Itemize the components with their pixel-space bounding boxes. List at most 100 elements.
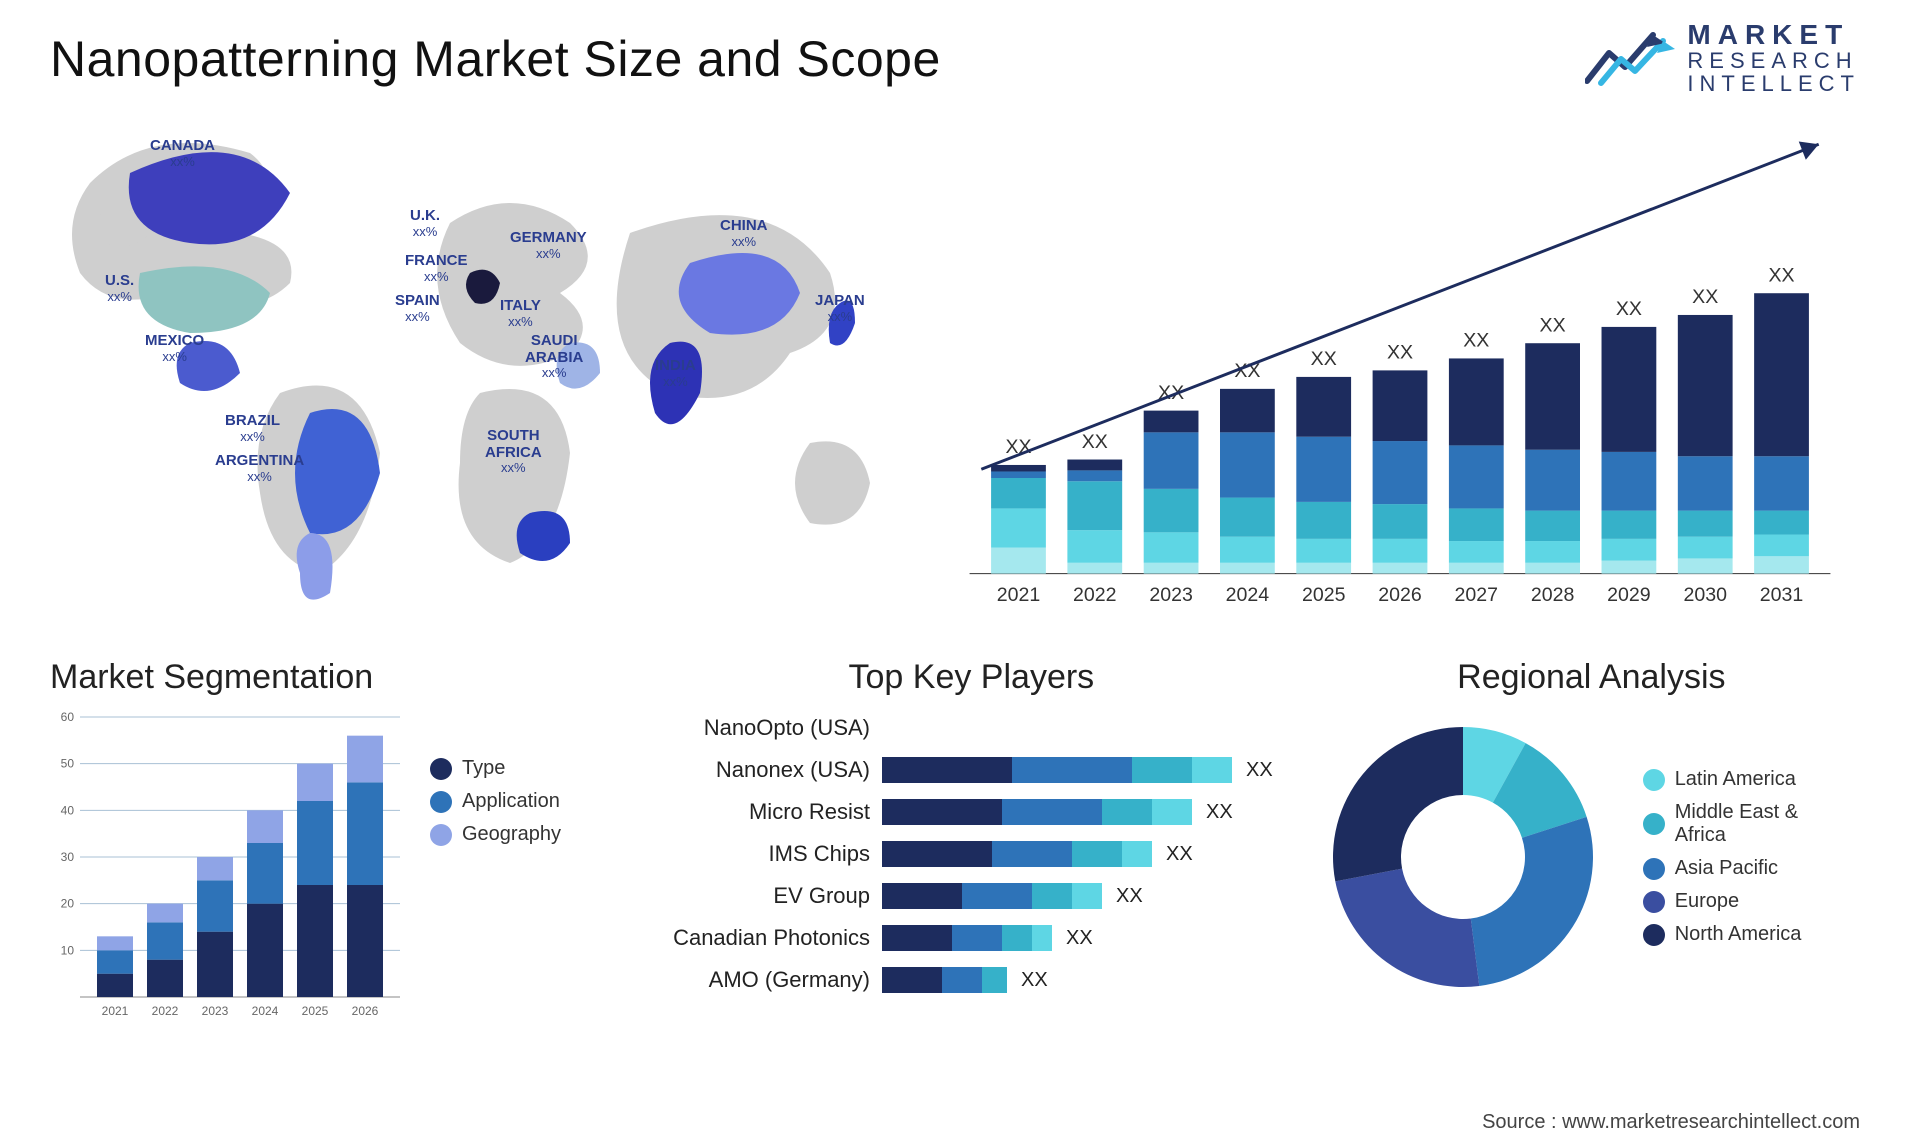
player-bar (882, 799, 1192, 825)
player-bar-segment (882, 925, 952, 951)
player-bar-segment (1002, 799, 1102, 825)
big-chart-bar (1449, 563, 1504, 574)
player-bar-segment (1132, 757, 1192, 783)
big-chart-category: 2028 (1531, 584, 1575, 606)
player-bar-segment (1192, 757, 1232, 783)
legend-swatch (1643, 858, 1665, 880)
seg-bar (97, 936, 133, 950)
big-chart-bar (1449, 541, 1504, 563)
big-chart-bar (1754, 535, 1809, 557)
top-row: CANADAxx%U.S.xx%MEXICOxx%BRAZILxx%ARGENT… (50, 108, 1870, 638)
seg-category: 2026 (352, 1004, 379, 1018)
big-chart-category: 2023 (1149, 584, 1193, 606)
legend-swatch (1643, 813, 1665, 835)
big-chart-category: 2027 (1455, 584, 1498, 606)
seg-bar (247, 904, 283, 997)
big-chart-bar (991, 478, 1046, 508)
player-label: AMO (Germany) (670, 967, 882, 993)
seg-bar (347, 885, 383, 997)
source-label: Source : www.marketresearchintellect.com (1482, 1111, 1860, 1134)
legend-label: North America (1675, 923, 1802, 946)
big-chart-value: XX (1768, 264, 1794, 286)
seg-legend-item: Geography (430, 823, 561, 846)
player-row: AMO (Germany) XX (670, 959, 1273, 1001)
player-bar-segment (982, 967, 1007, 993)
big-chart-value: XX (1692, 286, 1718, 308)
map-label: U.K.xx% (410, 208, 440, 239)
map-label: SOUTHAFRICAxx% (485, 428, 542, 475)
player-bar-segment (1032, 925, 1052, 951)
big-chart-category: 2022 (1073, 584, 1116, 606)
player-bar-segment (1012, 757, 1132, 783)
big-chart-bar (991, 508, 1046, 547)
segmentation-legend: TypeApplicationGeography (430, 707, 561, 1027)
map-label: GERMANYxx% (510, 230, 587, 261)
big-chart-bar (1296, 563, 1351, 574)
player-row: EV GroupXX (670, 875, 1273, 917)
big-chart-bar (1067, 460, 1122, 471)
map-label: MEXICOxx% (145, 333, 204, 364)
map-country-south_africa (517, 511, 570, 561)
player-bar-segment (1122, 841, 1152, 867)
players-list: NanoOpto (USA)Nanonex (USA)XXMicro Resis… (670, 707, 1273, 1001)
seg-bar (297, 764, 333, 801)
regional-legend-item: North America (1643, 923, 1802, 946)
big-chart-bar (1525, 450, 1580, 511)
big-chart-category: 2030 (1683, 584, 1727, 606)
player-bar-segment (992, 841, 1072, 867)
seg-bar (147, 904, 183, 923)
donut-slice (1335, 869, 1479, 987)
player-bar-segment (1072, 841, 1122, 867)
big-chart-bar (1067, 481, 1122, 530)
seg-category: 2025 (302, 1004, 329, 1018)
big-chart-bar (1525, 511, 1580, 541)
player-bar-segment (882, 799, 1002, 825)
player-value: XX (1116, 885, 1143, 908)
player-value: XX (1021, 969, 1048, 992)
big-chart-bar (991, 471, 1046, 478)
seg-ytick: 30 (61, 850, 75, 864)
legend-label: Latin America (1675, 768, 1796, 791)
big-chart-bar (1754, 456, 1809, 510)
big-chart-category: 2025 (1302, 584, 1346, 606)
map-country-argentina (297, 533, 333, 600)
legend-label: Middle East & Africa (1675, 801, 1798, 847)
seg-bar (297, 885, 333, 997)
seg-bar (197, 880, 233, 931)
big-chart-bar (1373, 504, 1428, 539)
regional-legend-item: Asia Pacific (1643, 857, 1802, 880)
player-bar (882, 757, 1232, 783)
big-chart-category: 2031 (1760, 584, 1803, 606)
world-map: CANADAxx%U.S.xx%MEXICOxx%BRAZILxx%ARGENT… (50, 108, 930, 638)
big-chart-bar (1220, 498, 1275, 537)
segmentation-section: Market Segmentation 10203040506020212022… (50, 658, 630, 1027)
player-bar-segment (882, 883, 962, 909)
seg-bar (347, 736, 383, 783)
legend-swatch (430, 791, 452, 813)
big-chart-bar (1373, 441, 1428, 504)
big-chart-bar (1449, 445, 1504, 508)
legend-label: Type (462, 757, 505, 780)
legend-swatch (430, 824, 452, 846)
seg-ytick: 20 (61, 897, 75, 911)
player-bar (882, 967, 1007, 993)
player-bar-segment (942, 967, 982, 993)
seg-bar (247, 843, 283, 904)
regional-legend-item: Latin America (1643, 768, 1802, 791)
player-bar-segment (952, 925, 1002, 951)
map-label: SAUDIARABIAxx% (525, 333, 583, 380)
big-chart-bar (1602, 561, 1657, 574)
seg-category: 2023 (202, 1004, 229, 1018)
map-label: JAPANxx% (815, 293, 865, 324)
bottom-row: Market Segmentation 10203040506020212022… (50, 658, 1870, 1027)
map-label: ITALYxx% (500, 298, 541, 329)
big-chart-bar (1678, 537, 1733, 559)
big-chart-bar (1602, 539, 1657, 561)
brand-logo: MARKET RESEARCH INTELLECT (1585, 20, 1860, 96)
player-row: IMS ChipsXX (670, 833, 1273, 875)
logo-text-3: INTELLECT (1687, 72, 1860, 95)
segmentation-title: Market Segmentation (50, 658, 630, 697)
player-value: XX (1206, 801, 1233, 824)
big-chart-bar (1296, 437, 1351, 502)
big-chart-bar (1678, 315, 1733, 456)
